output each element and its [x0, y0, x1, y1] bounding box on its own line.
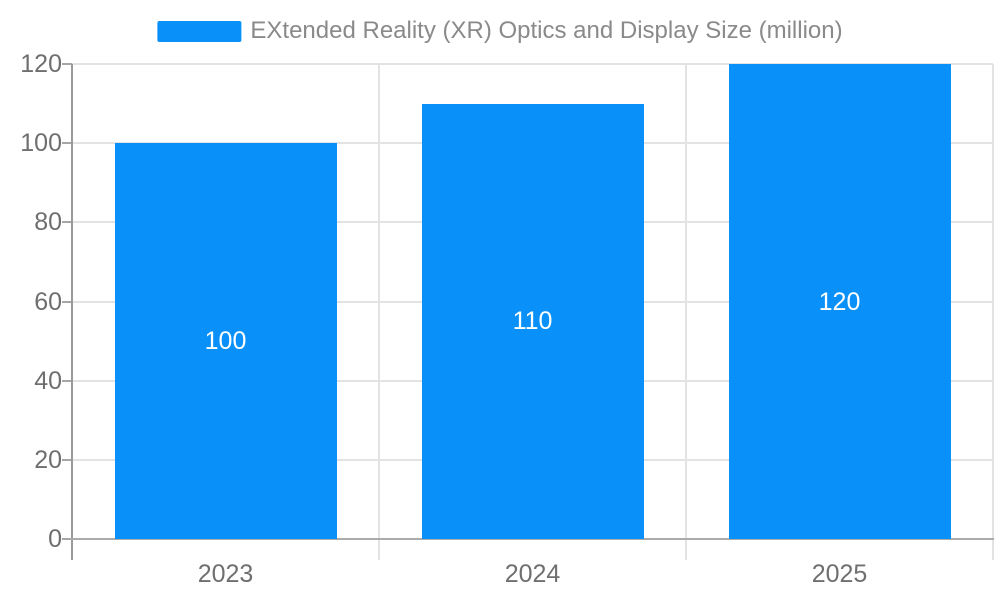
y-tick-label: 60: [34, 287, 62, 316]
y-axis-tick: [62, 538, 72, 540]
bar[interactable]: [728, 64, 951, 539]
bar[interactable]: [114, 143, 337, 539]
legend-label: EXtended Reality (XR) Optics and Display…: [250, 17, 843, 44]
bar-value-label: 110: [512, 307, 553, 336]
y-tick-label: 100: [20, 129, 62, 158]
x-axis-line: [71, 538, 994, 540]
y-axis-tick: [62, 300, 72, 303]
x-tick-label: 2024: [504, 560, 561, 588]
bar[interactable]: [421, 103, 644, 539]
x-tick-label: 2023: [197, 560, 254, 588]
y-tick-label: 120: [20, 50, 62, 78]
y-tick-label: 40: [34, 366, 62, 395]
y-gridline: [72, 63, 993, 65]
y-tick-label: 80: [34, 208, 62, 237]
x-gridline: [378, 64, 380, 560]
bar-value-label: 120: [818, 287, 861, 316]
y-axis-tick: [62, 221, 72, 224]
y-axis-tick: [62, 63, 72, 65]
y-axis-tick: [62, 379, 72, 382]
legend[interactable]: EXtended Reality (XR) Optics and Display…: [157, 14, 843, 48]
x-tick-label: 2025: [811, 560, 868, 588]
bar-value-label: 100: [204, 327, 247, 356]
x-gridline: [992, 64, 994, 560]
legend-swatch: [157, 20, 242, 42]
y-axis-tick: [62, 458, 72, 461]
y-axis-tick: [62, 142, 72, 145]
y-tick-label: 0: [48, 525, 62, 553]
y-tick-label: 20: [34, 445, 62, 474]
y-axis-line: [71, 64, 73, 560]
x-gridline: [685, 64, 687, 560]
